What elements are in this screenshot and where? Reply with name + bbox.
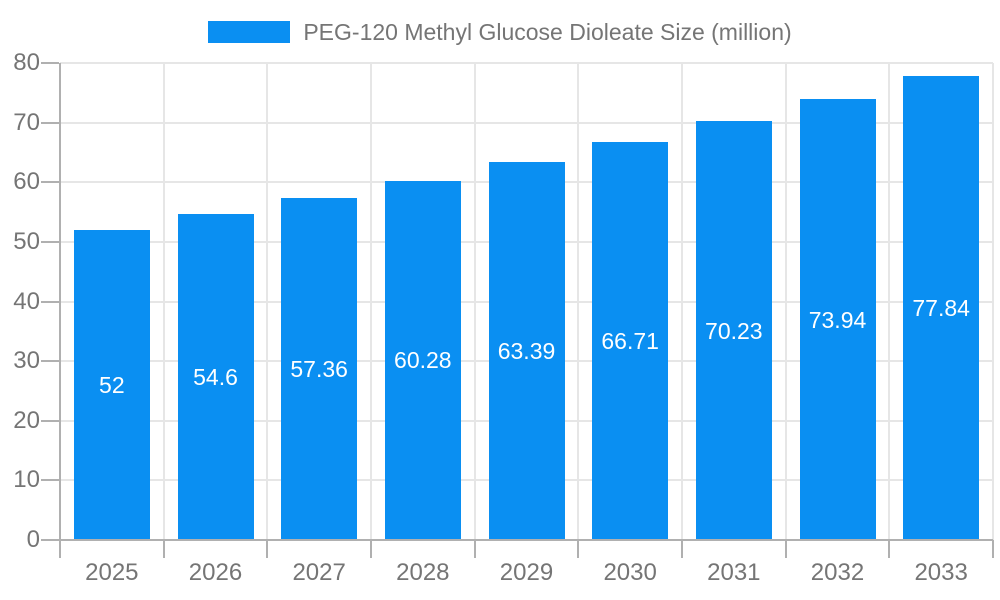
x-axis-label: 2027 <box>292 559 346 586</box>
x-gridline <box>370 63 372 540</box>
bar-2028: 60.28 <box>384 180 461 540</box>
x-gridline <box>162 63 165 540</box>
y-axis-tick <box>41 539 59 541</box>
bar-2025: 52 <box>73 229 150 540</box>
x-gridline <box>681 63 683 540</box>
y-axis-label: 30 <box>13 347 40 375</box>
legend-label: PEG-120 Methyl Glucose Dioleate Size (mi… <box>303 19 792 45</box>
x-axis-tick <box>473 540 476 558</box>
y-axis-label: 60 <box>13 168 40 196</box>
bar-value-label: 54.6 <box>193 364 238 391</box>
bar-2027: 57.36 <box>281 197 358 540</box>
x-axis-label: 2033 <box>914 559 968 586</box>
bar-value-label: 60.28 <box>394 347 452 374</box>
x-axis-label: 2032 <box>810 559 865 586</box>
y-axis-tick <box>41 419 59 422</box>
y-axis-label: 10 <box>13 466 40 494</box>
x-axis-label: 2030 <box>603 559 657 586</box>
x-axis-tick <box>992 540 994 558</box>
x-gridline <box>473 63 476 540</box>
x-axis-tick <box>681 540 683 558</box>
chart-legend: PEG-120 Methyl Glucose Dioleate Size (mi… <box>0 18 1000 46</box>
y-axis-label: 80 <box>13 49 40 76</box>
y-axis-label: 50 <box>13 227 40 255</box>
bar-2033: 77.84 <box>903 75 980 540</box>
x-gridline <box>266 63 269 540</box>
x-axis-label: 2031 <box>707 559 761 586</box>
y-axis-tick <box>41 121 59 124</box>
bar-value-label: 57.36 <box>290 355 348 382</box>
y-axis-tick <box>41 62 59 64</box>
bar-value-label: 66.71 <box>601 328 659 355</box>
y-axis-tick <box>41 181 59 184</box>
y-axis-tick <box>41 360 59 363</box>
bar-value-label: 77.84 <box>912 294 970 321</box>
bar-2026: 54.6 <box>177 214 254 540</box>
x-axis-tick <box>370 540 372 558</box>
x-axis-label: 2026 <box>188 559 243 586</box>
x-axis-tick <box>162 540 165 558</box>
x-axis-tick <box>784 540 787 558</box>
x-axis-label: 2029 <box>499 559 554 586</box>
x-axis-tick <box>888 540 891 558</box>
bar-value-label: 52 <box>99 371 125 398</box>
x-axis-line <box>59 539 993 541</box>
bar-2032: 73.94 <box>799 99 876 540</box>
bar-value-label: 63.39 <box>497 338 556 364</box>
bar-value-label: 70.23 <box>705 317 763 344</box>
bar-value-label: 73.94 <box>808 306 867 333</box>
x-axis-tick <box>266 540 269 558</box>
y-axis-label: 40 <box>13 287 40 315</box>
y-axis-label: 70 <box>13 108 40 136</box>
x-gridline <box>888 63 891 540</box>
legend-swatch <box>208 21 291 43</box>
bar-2029: 63.39 <box>488 162 565 540</box>
y-axis-tick <box>41 240 59 243</box>
y-axis-tick <box>41 300 59 303</box>
y-axis-label: 0 <box>26 526 40 553</box>
y-axis-tick <box>41 479 59 482</box>
y-gridline <box>60 121 993 124</box>
y-axis-line <box>59 63 61 540</box>
x-gridline <box>784 63 787 540</box>
x-axis-label: 2025 <box>85 559 139 586</box>
bar-2030: 66.71 <box>592 142 669 540</box>
x-axis-tick <box>577 540 580 558</box>
bar-2031: 70.23 <box>695 121 772 540</box>
y-axis-label: 20 <box>13 406 40 434</box>
x-gridline <box>992 63 994 540</box>
y-gridline <box>60 62 993 64</box>
x-axis-tick <box>59 540 61 558</box>
x-gridline <box>577 63 580 540</box>
x-axis-label: 2028 <box>396 559 450 586</box>
